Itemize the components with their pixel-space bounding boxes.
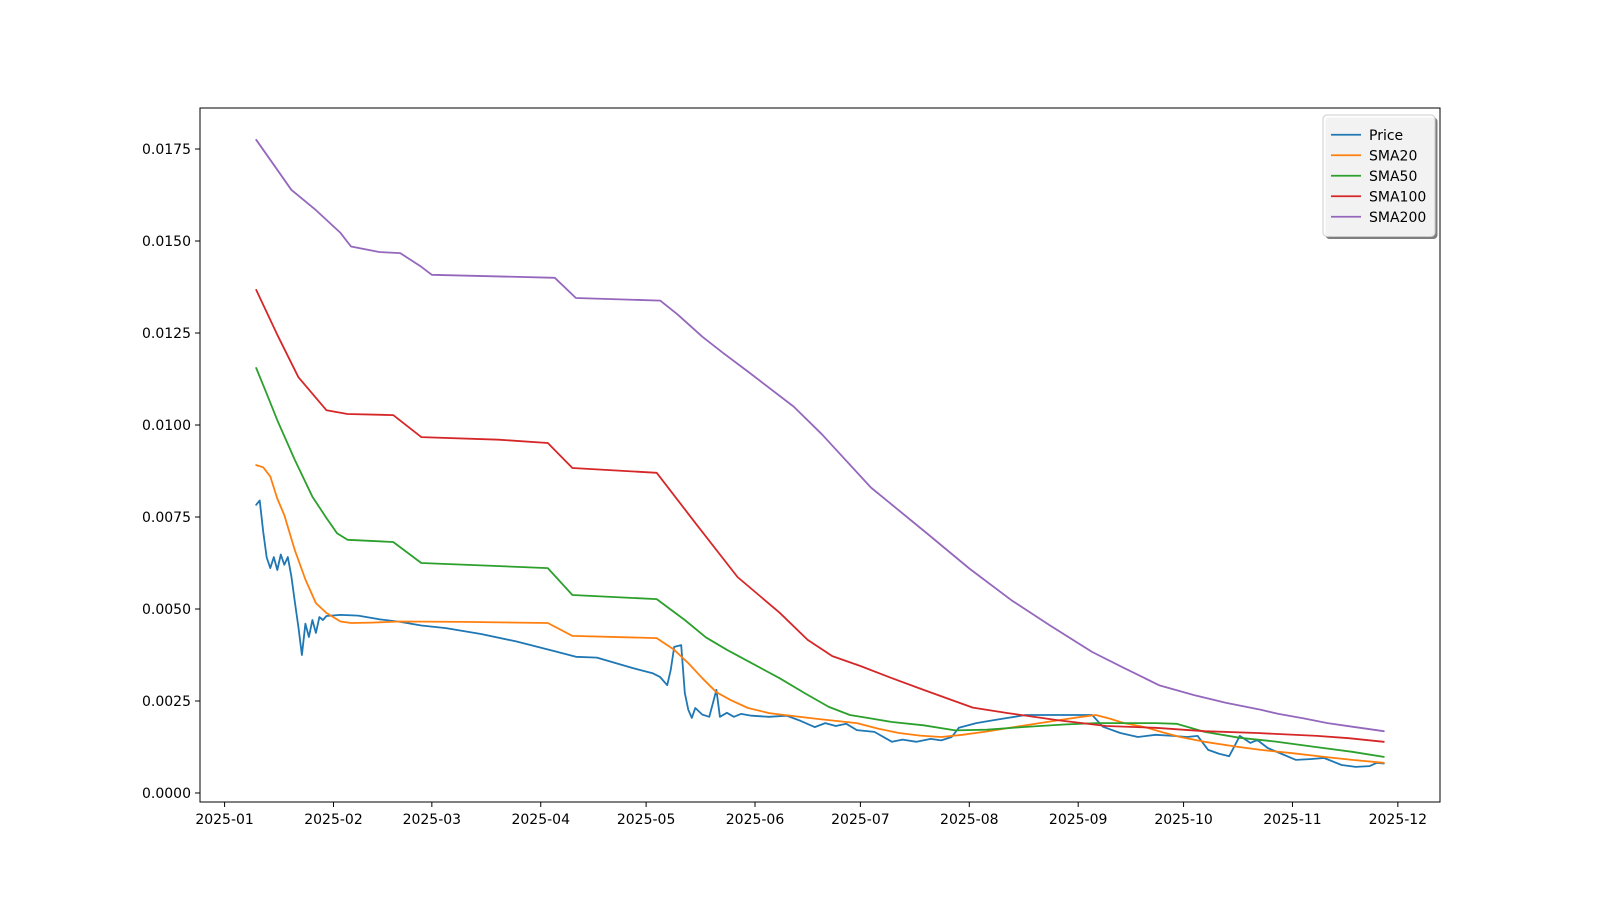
x-tick-label: 2025-09 [1049, 812, 1108, 828]
y-tick-label: 0.0025 [142, 694, 191, 710]
legend[interactable]: Price SMA20 SMA50 SMA100 SMA200 [1322, 114, 1438, 239]
x-tick-label: 2025-12 [1369, 812, 1428, 828]
y-tick-label: 0.0075 [142, 510, 191, 526]
legend-label: SMA200 [1369, 210, 1426, 226]
series-line-sma50 [255, 367, 1385, 758]
series-line-sma200 [255, 138, 1385, 733]
legend-entry-sma200[interactable]: SMA200 [1331, 210, 1426, 226]
y-tick-label: 0.0150 [142, 234, 191, 250]
y-axis-ticks: 0.0000 0.0025 0.0050 0.0075 0.0100 0.0125 0.01… [142, 142, 200, 802]
y-tick-label: 0.0125 [142, 326, 191, 342]
x-tick-label: 2025-02 [304, 812, 363, 828]
legend-entry-sma50[interactable]: SMA50 [1331, 169, 1417, 185]
plot-area [200, 108, 1440, 802]
x-tick-label: 2025-06 [726, 812, 785, 828]
y-tick-label: 0.0050 [142, 602, 191, 618]
legend-frame [1322, 114, 1436, 237]
x-tick-label: 2025-03 [403, 812, 462, 828]
x-tick-label: 2025-07 [831, 812, 890, 828]
y-tick-label: 0.0100 [142, 418, 191, 434]
legend-label: SMA20 [1369, 148, 1417, 164]
x-tick-label: 2025-05 [617, 812, 676, 828]
x-tick-label: 2025-08 [940, 812, 999, 828]
series-lines [255, 138, 1385, 768]
legend-entry-price[interactable]: Price [1331, 128, 1403, 144]
y-tick-label: 0.0000 [142, 786, 191, 802]
series-line-sma20 [255, 464, 1385, 764]
legend-entry-sma20[interactable]: SMA20 [1331, 148, 1417, 164]
x-tick-label: 2025-10 [1154, 812, 1213, 828]
legend-label: SMA50 [1369, 169, 1417, 185]
x-tick-label: 2025-11 [1263, 812, 1322, 828]
axes-frame [199, 107, 1441, 803]
y-tick-label: 0.0175 [142, 142, 191, 158]
legend-label: SMA100 [1369, 189, 1426, 205]
x-tick-label: 2025-01 [195, 812, 254, 828]
x-axis-ticks: 2025-01 2025-02 2025-03 2025-04 2025-05 2025-… [195, 802, 1427, 828]
legend-entry-sma100[interactable]: SMA100 [1331, 189, 1426, 205]
legend-label: Price [1369, 128, 1403, 144]
x-tick-label: 2025-04 [511, 812, 570, 828]
series-line-sma100 [255, 288, 1385, 743]
